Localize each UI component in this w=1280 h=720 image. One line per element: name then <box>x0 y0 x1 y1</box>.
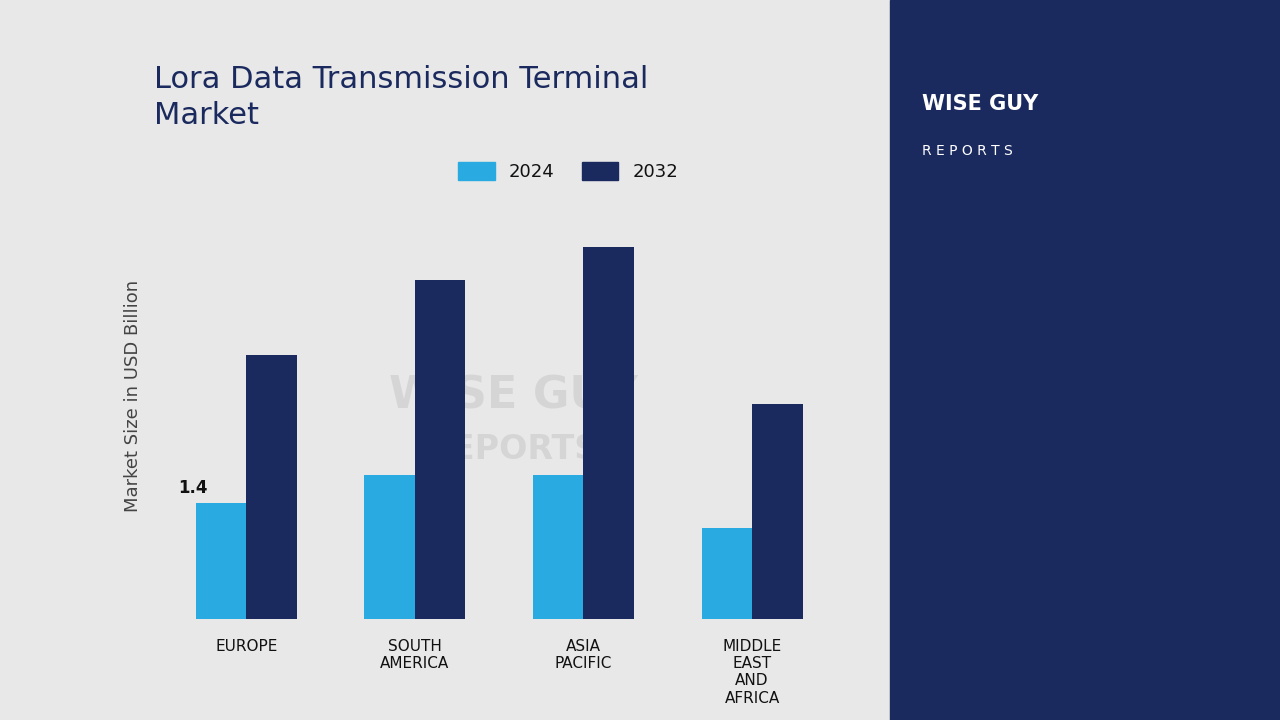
Text: Lora Data Transmission Terminal
Market: Lora Data Transmission Terminal Market <box>154 65 648 130</box>
Y-axis label: Market Size in USD Billion: Market Size in USD Billion <box>124 280 142 512</box>
Bar <box>701 528 753 619</box>
Text: R E P O R T S: R E P O R T S <box>922 144 1012 158</box>
Bar <box>753 404 803 619</box>
Bar <box>415 280 466 619</box>
Bar <box>246 355 297 619</box>
Text: WISE GUY: WISE GUY <box>389 374 637 418</box>
Text: 1.4: 1.4 <box>178 479 207 497</box>
Bar <box>584 247 634 619</box>
Text: WISE GUY: WISE GUY <box>922 94 1038 114</box>
Legend: 2024, 2032: 2024, 2032 <box>452 155 685 189</box>
Bar <box>365 474 415 619</box>
Text: REPORTS: REPORTS <box>428 433 599 466</box>
Bar <box>196 503 246 619</box>
Bar <box>532 474 584 619</box>
